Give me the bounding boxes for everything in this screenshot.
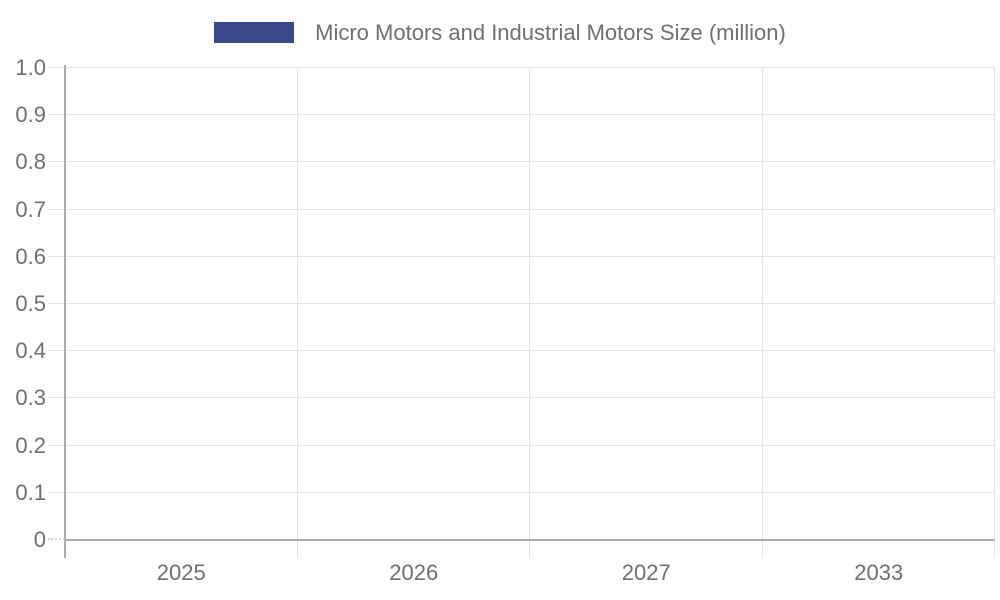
x-grid-line [296, 68, 298, 558]
y-tick-label: 1.0 [15, 55, 46, 80]
legend-item[interactable]: Micro Motors and Industrial Motors Size … [214, 21, 786, 44]
y-grid-line [48, 491, 995, 493]
y-tick-label: 0 [33, 527, 46, 552]
chart-legend: Micro Motors and Industrial Motors Size … [0, 21, 1000, 44]
y-axis-line [64, 65, 66, 558]
x-axis-line [65, 539, 995, 541]
y-tick-label: 0.9 [15, 102, 46, 128]
y-tick-label: 0.5 [15, 291, 46, 316]
x-grid-line [994, 68, 995, 558]
y-tick-label: 0.2 [15, 432, 46, 458]
y-tick-label: 0.7 [15, 196, 46, 222]
y-grid-line [48, 444, 995, 446]
x-grid-line [529, 68, 530, 558]
y-grid-line [48, 397, 995, 399]
y-grid-line [48, 67, 995, 68]
x-tick-label: 2026 [389, 560, 439, 585]
legend-swatch-icon [214, 22, 295, 43]
y-grid-line [48, 303, 995, 304]
y-tick-label: 0.4 [15, 338, 46, 364]
y-tick-label: 0.1 [15, 479, 46, 505]
y-grid-line [48, 161, 995, 163]
y-grid-line [48, 350, 995, 352]
x-tick-label: 2033 [854, 560, 904, 585]
y-grid-line [48, 208, 995, 210]
y-grid-line [48, 255, 995, 257]
x-tick-label: 2025 [156, 560, 206, 585]
y-grid-line [48, 114, 995, 116]
y-zero-tick [48, 538, 65, 540]
y-tick-label: 0.6 [15, 243, 46, 269]
y-tick-label: 0.8 [15, 149, 46, 175]
legend-label: Micro Motors and Industrial Motors Size … [315, 20, 786, 45]
y-tick-label: 0.3 [15, 385, 46, 411]
x-grid-line [761, 68, 763, 558]
x-tick-label: 2027 [621, 560, 671, 585]
